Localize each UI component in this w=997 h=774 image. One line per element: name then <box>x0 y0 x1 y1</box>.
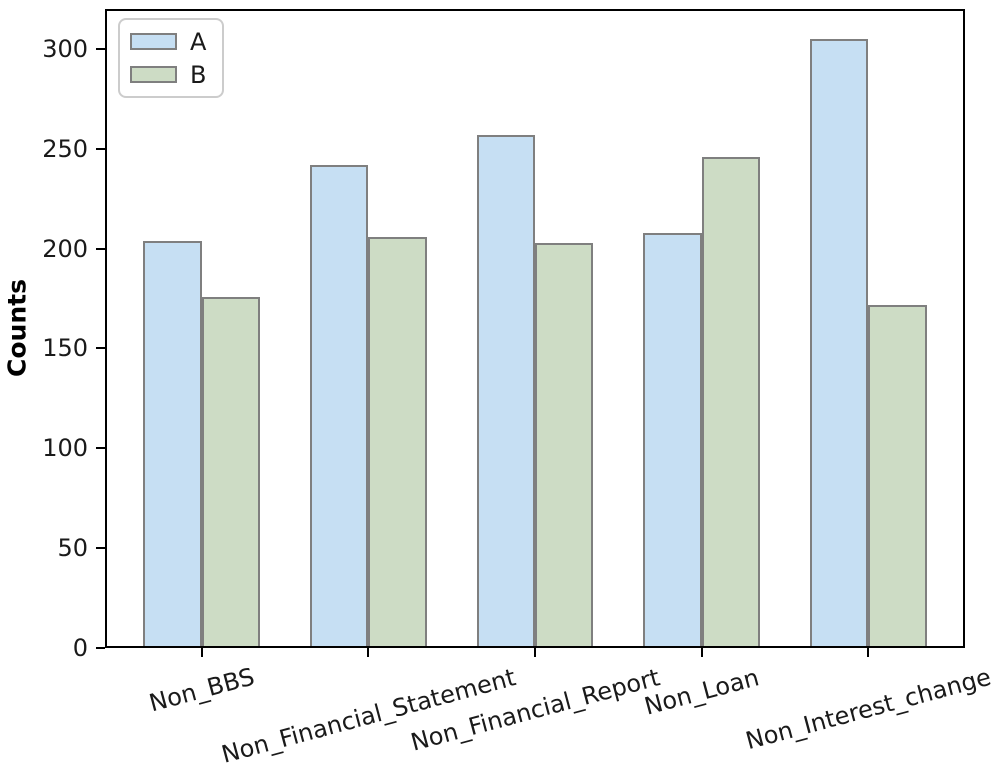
y-tick-mark <box>96 147 105 150</box>
bar-b-non_bbs <box>201 296 260 646</box>
y-tick-label: 200 <box>42 234 88 263</box>
legend-label-b: B <box>190 60 207 89</box>
y-tick-mark <box>96 47 105 50</box>
legend-label-a: A <box>190 27 207 56</box>
y-tick-mark <box>96 647 105 649</box>
y-tick-label: 300 <box>42 34 88 63</box>
legend-item-a: A <box>130 29 212 55</box>
x-tick-mark <box>867 648 870 657</box>
bar-b-non_interest_change <box>868 304 927 646</box>
x-tick-label: Non_Loan <box>641 662 763 721</box>
x-tick-mark <box>700 648 703 657</box>
y-tick-label: 150 <box>42 334 88 363</box>
bar-a-non_interest_change <box>810 38 869 646</box>
bar-a-non_bbs <box>143 240 202 646</box>
y-tick-mark <box>96 347 105 350</box>
bar-a-non_financial_report <box>476 134 535 646</box>
y-tick-label: 250 <box>42 134 88 163</box>
legend-swatch-a <box>130 33 177 50</box>
y-tick-mark <box>96 247 105 250</box>
legend-item-b: B <box>130 62 212 88</box>
y-tick-label: 50 <box>57 534 88 563</box>
y-tick-label: 100 <box>42 434 88 463</box>
bar-a-non_financial_statement <box>310 164 369 646</box>
x-tick-label: Non_Interest_change <box>742 662 994 756</box>
bar-a-non_loan <box>643 232 702 646</box>
x-tick-mark <box>367 648 370 657</box>
bar-b-non_financial_report <box>535 242 594 646</box>
x-tick-mark <box>200 648 203 657</box>
legend: A B <box>118 18 224 98</box>
bar-b-non_financial_statement <box>368 236 427 646</box>
bar-b-non_loan <box>701 156 760 646</box>
legend-swatch-b <box>130 66 177 83</box>
x-tick-label: Non_BBS <box>145 663 258 718</box>
y-tick-mark <box>96 447 105 450</box>
y-tick-label: 0 <box>72 634 88 662</box>
y-tick-mark <box>96 547 105 550</box>
x-tick-mark <box>534 648 536 657</box>
